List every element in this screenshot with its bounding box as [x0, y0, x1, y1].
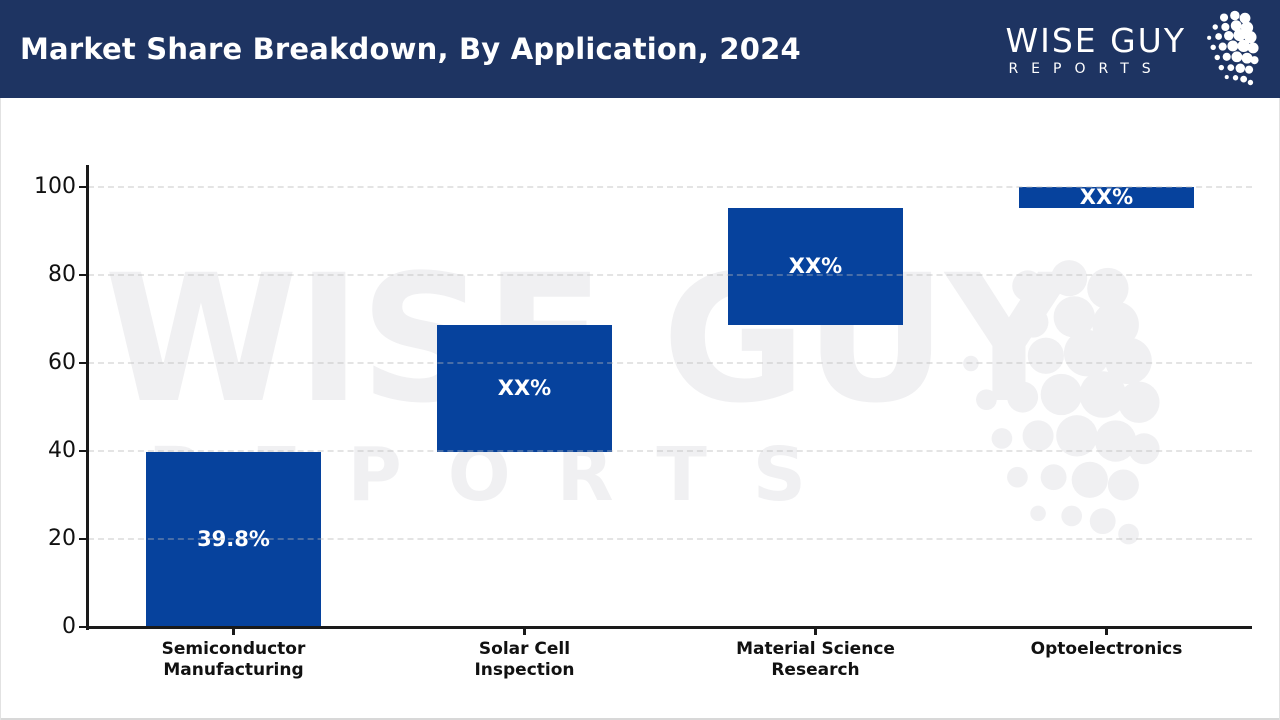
y-tick-label-100: 100: [34, 174, 76, 199]
x-category-label-line: Manufacturing: [163, 660, 304, 680]
logo-face-icon: [1207, 10, 1259, 86]
x-category-label-line: Solar Cell: [478, 639, 571, 659]
y-tick-mark-80: [79, 274, 88, 276]
y-tick-label-0: 0: [62, 614, 76, 639]
y-tick-label-40: 40: [48, 438, 76, 463]
bar-value-label-material-science-research: XX%: [788, 254, 843, 279]
y-axis-spine: [86, 165, 89, 630]
x-tick-mark-solar-cell-inspection: [523, 627, 526, 635]
x-category-label-line: Semiconductor: [161, 639, 306, 659]
y-tick-label-20: 20: [48, 526, 76, 551]
bottom-edge-line: [0, 718, 1280, 720]
page-title: Market Share Breakdown, By Application, …: [20, 32, 801, 66]
left-edge-line: [0, 98, 1, 720]
header-bar: Market Share Breakdown, By Application, …: [0, 0, 1280, 98]
bar-material-science-research: XX%: [728, 208, 903, 326]
logo-text: WISE GUY REPORTS: [1005, 20, 1186, 78]
gridline-100: [88, 186, 1252, 188]
bar-value-label-solar-cell-inspection: XX%: [497, 376, 552, 401]
x-category-label-semiconductor-manufacturing: Semiconductor Manufacturing: [84, 639, 384, 681]
bar-value-label-optoelectronics: XX%: [1079, 185, 1134, 210]
x-tick-mark-material-science-research: [814, 627, 817, 635]
y-tick-mark-20: [79, 538, 88, 540]
x-category-label-line: Research: [771, 660, 860, 680]
y-tick-label-80: 80: [48, 262, 76, 287]
bar-value-label-semiconductor-manufacturing: 39.8%: [197, 526, 270, 551]
bar-semiconductor-manufacturing: 39.8%: [146, 451, 321, 627]
wiseguy-logo: WISE GUY REPORTS: [1005, 6, 1266, 94]
gridline-40: [88, 450, 1252, 452]
logo-wiseguy-label: WISE GUY: [1005, 20, 1186, 60]
x-category-label-line: Inspection: [474, 660, 575, 680]
gridline-80: [88, 274, 1252, 276]
y-tick-mark-60: [79, 362, 88, 364]
bar-solar-cell-inspection: XX%: [437, 325, 612, 452]
logo-reports-label: REPORTS: [1008, 60, 1164, 77]
gridline-60: [88, 362, 1252, 364]
x-category-label-optoelectronics: Optoelectronics: [957, 639, 1257, 660]
y-tick-label-60: 60: [48, 350, 76, 375]
x-category-label-material-science-research: Material Science Research: [666, 639, 966, 681]
x-tick-mark-optoelectronics: [1105, 627, 1108, 635]
x-category-label-line: Material Science: [736, 639, 895, 659]
bar-optoelectronics: XX%: [1019, 185, 1194, 210]
x-axis-spine: [86, 626, 1252, 629]
y-tick-mark-100: [79, 186, 88, 188]
y-tick-mark-0: [79, 626, 88, 628]
x-category-label-solar-cell-inspection: Solar Cell Inspection: [375, 639, 675, 681]
gridline-20: [88, 538, 1252, 540]
x-tick-mark-semiconductor-manufacturing: [232, 627, 235, 635]
y-tick-mark-40: [79, 450, 88, 452]
watermark-face-dots-icon: [963, 260, 1160, 545]
x-category-label-line: Optoelectronics: [1030, 639, 1183, 659]
